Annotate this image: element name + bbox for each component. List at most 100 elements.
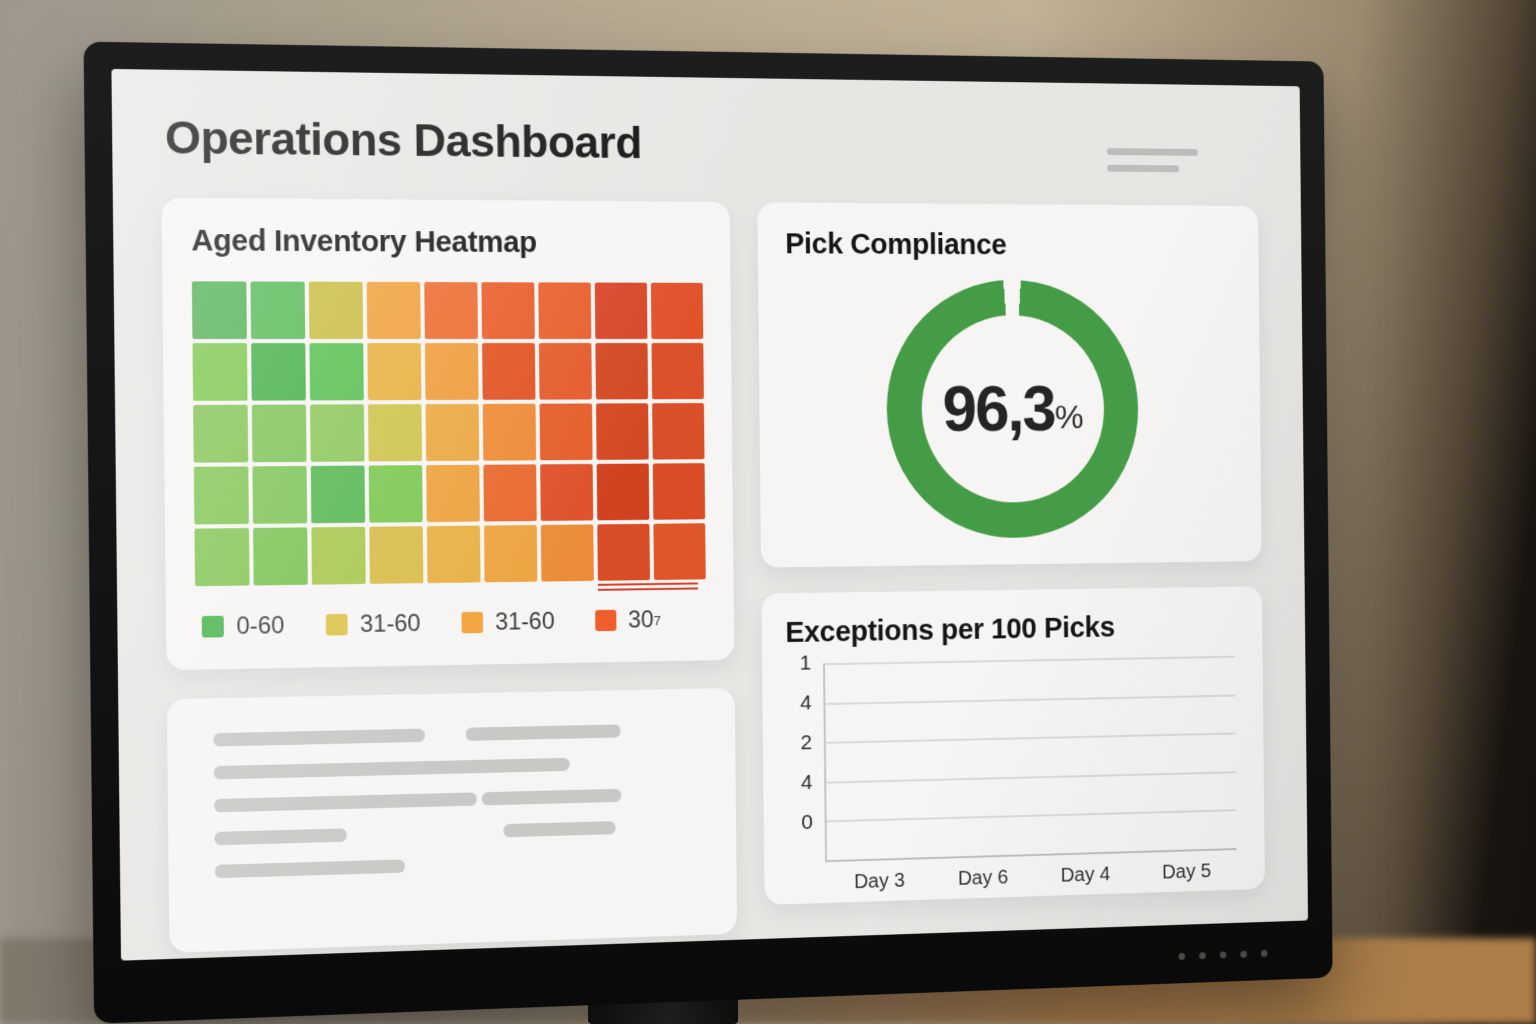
heatmap-legend: 0-60 31-60 31-60 307 bbox=[195, 605, 706, 640]
heatmap-cell bbox=[540, 463, 594, 521]
heatmap-cell bbox=[652, 403, 705, 460]
skeleton-bar bbox=[503, 821, 617, 838]
exceptions-bar-chart: 1 4 2 4 0 bbox=[786, 652, 1237, 864]
bezel-dot bbox=[1178, 952, 1186, 960]
heatmap-cell bbox=[596, 403, 649, 460]
exception-bar bbox=[955, 854, 1010, 857]
legend-swatch bbox=[461, 611, 483, 634]
heatmap-cell bbox=[650, 282, 704, 339]
legend-label: 0-60 bbox=[236, 611, 285, 640]
legend-item: 307 bbox=[594, 606, 662, 634]
heatmap-cell bbox=[597, 523, 650, 581]
heatmap-cell bbox=[310, 404, 365, 462]
heatmap-cell bbox=[595, 343, 649, 400]
legend-label: 31-60 bbox=[494, 607, 555, 635]
legend-swatch bbox=[325, 613, 348, 636]
y-tick-label: 1 bbox=[799, 651, 812, 675]
menu-line bbox=[1107, 164, 1180, 173]
exception-bar bbox=[1058, 851, 1112, 854]
x-axis-label: Day 4 bbox=[1060, 863, 1111, 887]
heatmap-cell bbox=[538, 282, 592, 340]
x-axis-label: Day 6 bbox=[957, 866, 1009, 890]
compliance-title: Pick Compliance bbox=[785, 228, 1007, 262]
heatmap-cell bbox=[482, 403, 537, 461]
page-title: Operations Dashboard bbox=[164, 113, 643, 169]
heatmap-cell bbox=[251, 404, 307, 463]
y-tick-label: 0 bbox=[801, 810, 814, 835]
heatmap-cell bbox=[425, 403, 480, 462]
skeleton-row bbox=[193, 786, 712, 813]
heatmap-cell bbox=[367, 404, 423, 462]
heatmap-cell bbox=[540, 524, 594, 582]
skeleton-row bbox=[192, 722, 711, 747]
skeleton-bar bbox=[214, 828, 348, 846]
heatmap-cell bbox=[252, 465, 308, 524]
skeleton-row bbox=[193, 754, 712, 780]
bezel-dot bbox=[1219, 951, 1227, 959]
x-axis-labels: Day 3 Day 6 Day 4 Day 5 bbox=[827, 860, 1237, 895]
compliance-value: 96,3 bbox=[942, 373, 1055, 445]
bar-plot-area bbox=[823, 655, 1237, 863]
heatmap-cell bbox=[250, 281, 306, 340]
bar-slot bbox=[931, 854, 1034, 857]
heatmap-cell bbox=[193, 404, 249, 463]
skeleton-bar bbox=[215, 859, 406, 879]
x-axis-label: Day 3 bbox=[853, 869, 906, 894]
heatmap-cell bbox=[424, 343, 479, 401]
donut-center: 96,3% bbox=[885, 280, 1139, 540]
menu-button[interactable] bbox=[1107, 148, 1198, 182]
heatmap-title: Aged Inventory Heatmap bbox=[191, 224, 538, 260]
heatmap-cell bbox=[366, 281, 421, 340]
heatmap-cell bbox=[251, 343, 306, 401]
heatmap-cell bbox=[310, 465, 366, 524]
heatmap-cell bbox=[484, 525, 538, 583]
heatmap-cell bbox=[539, 403, 593, 461]
heatmap-cell bbox=[538, 343, 592, 400]
legend-swatch bbox=[201, 615, 224, 638]
skeleton-row bbox=[193, 818, 712, 846]
heatmap-cell bbox=[594, 282, 648, 339]
heatmap-cell bbox=[483, 464, 537, 522]
legend-label: 31-60 bbox=[359, 609, 421, 638]
heatmap-cell bbox=[652, 463, 706, 520]
heatmap-cell bbox=[193, 466, 249, 525]
skeleton-row bbox=[194, 851, 713, 879]
bezel-dot bbox=[1199, 952, 1206, 960]
heatmap-cell bbox=[311, 526, 366, 585]
heatmap-cell bbox=[481, 282, 535, 340]
dashboard-grid: Aged Inventory Heatmap 0-60 31-60 31-60 307… bbox=[161, 197, 1265, 953]
exceptions-title: Exceptions per 100 Picks bbox=[785, 611, 1115, 650]
compliance-donut: 96,3% bbox=[885, 279, 1140, 540]
heatmap-cell bbox=[253, 527, 308, 586]
heatmap-underline-artifact bbox=[597, 582, 698, 591]
heatmap-cell bbox=[482, 343, 536, 400]
y-tick-label: 2 bbox=[800, 731, 813, 755]
y-tick-label: 4 bbox=[800, 691, 812, 715]
legend-item: 0-60 bbox=[201, 611, 285, 641]
bar-slot bbox=[1136, 848, 1237, 851]
bars-row bbox=[825, 656, 1237, 860]
monitor: Operations Dashboard Aged Inventory Heat… bbox=[83, 41, 1333, 1024]
pick-compliance-panel: Pick Compliance 96,3% bbox=[757, 202, 1262, 568]
heatmap-grid bbox=[191, 281, 706, 587]
skeleton-bar bbox=[482, 788, 621, 806]
bezel-dot bbox=[1240, 950, 1247, 958]
dashboard-header: Operations Dashboard bbox=[160, 105, 1258, 206]
exception-bar bbox=[851, 857, 907, 860]
bar-slot bbox=[827, 857, 931, 860]
heatmap-cell bbox=[194, 528, 250, 587]
heatmap-cell bbox=[424, 282, 478, 340]
skeleton-text-rows bbox=[192, 722, 713, 879]
x-axis-label: Day 5 bbox=[1161, 860, 1212, 884]
legend-item: 31-60 bbox=[325, 609, 421, 639]
legend-sub-glyph: 7 bbox=[653, 613, 662, 629]
heatmap-cell bbox=[368, 465, 423, 523]
heatmap-cell bbox=[653, 523, 706, 581]
legend-item: 31-60 bbox=[461, 607, 555, 637]
skeleton-bar bbox=[214, 792, 478, 813]
heatmap-cell bbox=[191, 281, 247, 340]
bezel-indicator-dots bbox=[1178, 949, 1268, 960]
heatmap-cell bbox=[192, 343, 248, 401]
